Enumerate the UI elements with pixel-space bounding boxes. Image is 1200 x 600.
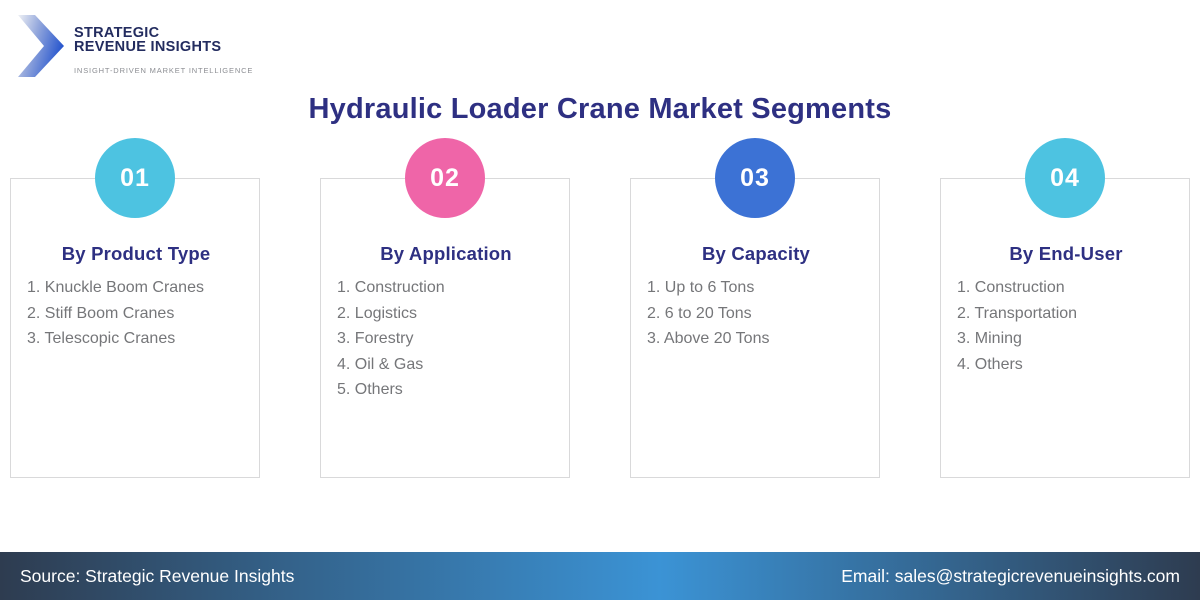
footer-bar: Source: Strategic Revenue Insights Email… xyxy=(0,552,1200,600)
segment-heading: By End-User xyxy=(1009,243,1123,264)
segment-item-list: 1. Knuckle Boom Cranes 2. Stiff Boom Cra… xyxy=(27,275,245,352)
segment-column-capacity: 03 By Capacity 1. Up to 6 Tons 2. 6 to 2… xyxy=(630,138,880,478)
segment-column-application: 02 By Application 1. Construction 2. Log… xyxy=(320,138,570,478)
segment-item: 1. Up to 6 Tons xyxy=(647,279,755,296)
segment-cards: 01 By Product Type 1. Knuckle Boom Crane… xyxy=(10,138,1190,478)
logo-chevron-icon xyxy=(18,15,64,77)
segment-item: 3. Telescopic Cranes xyxy=(27,330,176,347)
logo: STRATEGIC REVENUE INSIGHTS INSIGHT-DRIVE… xyxy=(18,15,253,77)
segment-item: 3. Forestry xyxy=(337,330,414,347)
segment-item-list: 1. Up to 6 Tons 2. 6 to 20 Tons 3. Above… xyxy=(647,275,865,352)
segment-item: 1. Knuckle Boom Cranes xyxy=(27,279,204,296)
segment-item: 2. Transportation xyxy=(957,304,1078,322)
segment-column-end-user: 04 By End-User 1. Construction 2. Transp… xyxy=(940,138,1190,478)
logo-text: STRATEGIC REVENUE INSIGHTS INSIGHT-DRIVE… xyxy=(74,26,253,75)
segment-item-list: 1. Construction 2. Logistics 3. Forestry… xyxy=(337,275,555,403)
segment-item: 3. Above 20 Tons xyxy=(647,330,770,347)
logo-title-line2: REVENUE INSIGHTS xyxy=(74,39,222,55)
segment-heading: By Application xyxy=(380,243,512,264)
page-title: Hydraulic Loader Crane Market Segments xyxy=(308,93,892,125)
segment-number-badge: 04 xyxy=(1025,138,1105,218)
segment-column-product-type: 01 By Product Type 1. Knuckle Boom Crane… xyxy=(10,138,260,478)
segment-item: 1. Construction xyxy=(337,279,445,296)
segment-heading: By Capacity xyxy=(701,243,811,264)
segment-item: 4. Others xyxy=(957,355,1023,373)
segment-item: 1. Construction xyxy=(957,279,1065,296)
footer-email: Email: sales@strategicrevenueinsights.co… xyxy=(841,565,1180,586)
logo-tagline: INSIGHT-DRIVEN MARKET INTELLIGENCE xyxy=(74,66,254,75)
segment-heading: By Product Type xyxy=(61,243,211,264)
segment-card: By Product Type 1. Knuckle Boom Cranes 2… xyxy=(10,178,260,478)
segment-item: 5. Others xyxy=(337,381,403,398)
segment-item: 4. Oil & Gas xyxy=(337,355,424,373)
segment-item: 2. Logistics xyxy=(337,304,418,322)
segment-item: 2. 6 to 20 Tons xyxy=(647,304,752,322)
segment-number-badge: 01 xyxy=(95,138,175,218)
logo-title-line1: STRATEGIC xyxy=(74,25,160,41)
segment-card: By Capacity 1. Up to 6 Tons 2. 6 to 20 T… xyxy=(630,178,880,478)
segment-item-list: 1. Construction 2. Transportation 3. Min… xyxy=(957,275,1175,377)
segment-card: By Application 1. Construction 2. Logist… xyxy=(320,178,570,478)
segment-number-badge: 03 xyxy=(715,138,795,218)
footer-source: Source: Strategic Revenue Insights xyxy=(20,565,295,586)
segment-item: 3. Mining xyxy=(957,330,1022,347)
segment-item: 2. Stiff Boom Cranes xyxy=(27,304,175,322)
segment-number-badge: 02 xyxy=(405,138,485,218)
segment-card: By End-User 1. Construction 2. Transport… xyxy=(940,178,1190,478)
